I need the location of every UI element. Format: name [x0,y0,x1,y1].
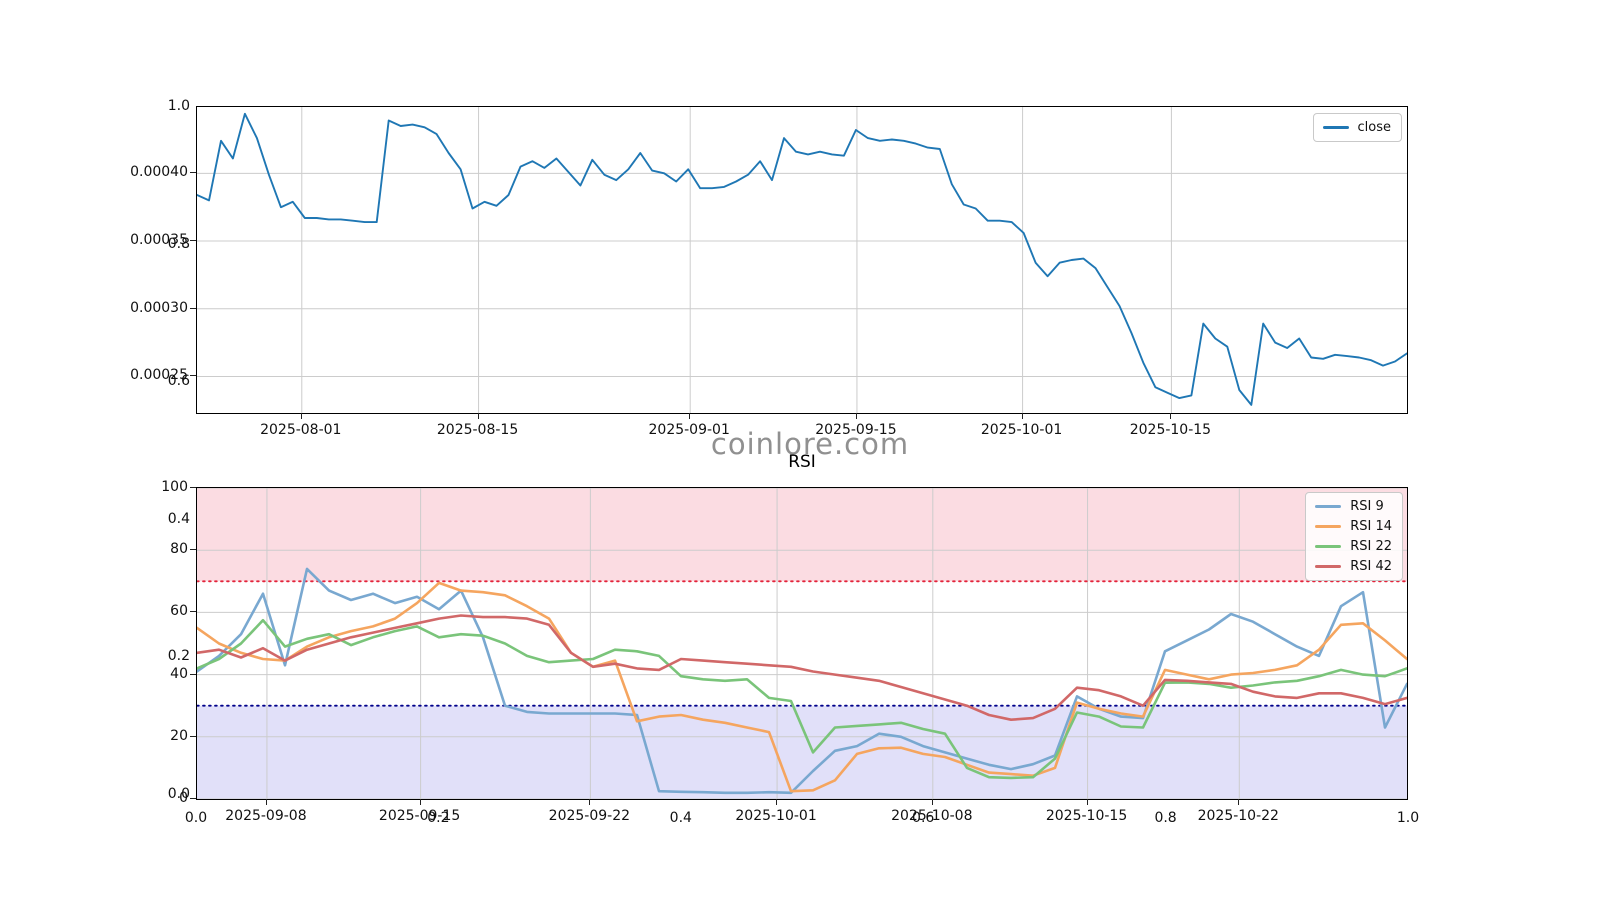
legend-line-swatch [1322,126,1349,129]
legend-item: RSI 42 [1315,559,1392,574]
y-tick-mark [190,798,196,799]
y-tick-mark [190,549,196,551]
y-tick-label: 0.00025 [130,367,188,384]
figure-y-tick-label: 0.8 [167,235,190,252]
legend-label: close [1357,120,1391,135]
rsi-legend: RSI 9 RSI 14 RSI 22 RSI 42 [1305,492,1403,581]
y-tick-mark [190,307,196,309]
x-tick-label: 2025-10-01 [980,422,1063,438]
price-chart-svg [197,107,1407,413]
y-tick-label: 80 [170,541,188,558]
x-tick-mark [1170,413,1172,419]
legend-item: RSI 22 [1315,539,1392,554]
x-tick-mark [300,413,302,419]
x-tick-mark [855,413,857,419]
x-tick-mark [477,413,479,419]
y-tick-label: 0.00040 [130,164,188,181]
figure-y-tick-label: 1.0 [167,98,190,114]
x-tick-label: 2025-10-08 [891,808,973,824]
figure-y-tick-label: 0.0 [167,785,190,802]
rsi-panel: RSI 9 RSI 14 RSI 22 RSI 42 [196,487,1408,800]
x-tick-label: 2025-10-15 [1045,808,1128,824]
y-tick-label: 0.00035 [130,232,188,249]
y-tick-mark [190,487,196,488]
legend-line-swatch [1315,545,1342,548]
x-tick-label: 2025-10-15 [1129,422,1212,438]
x-tick-mark [1021,413,1023,419]
x-tick-label: 2025-08-15 [436,422,519,438]
y-tick-label: 60 [170,603,188,620]
legend-label: RSI 22 [1350,539,1392,554]
x-tick-label: 2025-09-01 [648,422,730,438]
x-tick-label: 2025-10-22 [1197,808,1279,824]
legend-line-swatch [1315,565,1342,568]
x-tick-mark [265,799,267,805]
figure-x-tick-label: 0.2 [427,810,450,826]
y-tick-mark [190,240,196,242]
x-tick-label: 2025-09-08 [225,808,307,824]
figure-x-tick-label: 0.4 [669,810,692,826]
figure-y-tick-label: 0.2 [167,648,190,664]
legend-item: RSI 9 [1315,499,1392,514]
figure-y-tick-label: 0.6 [167,373,190,389]
y-tick-mark [190,375,196,377]
y-tick-mark [190,611,196,613]
legend-label: RSI 14 [1350,519,1392,534]
x-tick-label: 2025-08-01 [260,422,342,438]
x-tick-label: 2025-10-01 [735,808,817,824]
series-line-rsi-9 [197,567,1407,795]
rsi-title: RSI [788,452,816,472]
x-tick-mark [589,799,591,805]
watermark: coinlore.com [710,427,910,461]
series-line-rsi-14 [197,581,1407,793]
series-line-rsi-22 [197,618,1407,780]
y-tick-mark [190,735,196,737]
x-tick-mark [419,799,421,805]
y-tick-mark [190,172,196,174]
legend-item: RSI 14 [1315,519,1392,534]
legend-label: RSI 9 [1350,499,1384,514]
y-tick-label: 20 [170,727,188,744]
y-tick-label: 0 [179,790,188,806]
y-tick-label: 40 [170,665,188,682]
figure-x-tick-label: 0.6 [912,810,935,826]
legend-line-swatch [1315,505,1342,508]
x-tick-label: 2025-09-15 [815,422,897,438]
x-tick-mark [776,799,778,805]
y-tick-label: 0.00030 [130,299,188,316]
oversold-band [197,705,1407,799]
x-tick-mark [931,799,933,805]
legend-item: close [1322,120,1391,135]
rsi-chart-svg [197,488,1407,799]
legend-line-swatch [1315,525,1342,528]
figure-x-tick-label: 0.0 [184,810,208,826]
x-tick-mark [689,413,691,419]
series-line-rsi-42 [197,614,1407,721]
price-panel: close [196,106,1408,414]
y-tick-mark [190,673,196,675]
figure-y-tick-label: 0.4 [167,510,190,527]
legend-label: RSI 42 [1350,559,1392,574]
x-tick-label: 2025-09-15 [378,808,461,824]
x-tick-mark [1238,799,1240,805]
x-tick-label: 2025-09-22 [548,808,631,824]
price-legend: close [1312,113,1402,142]
figure-x-tick-label: 1.0 [1396,810,1420,826]
y-tick-label: 100 [161,479,188,495]
overbought-band [197,488,1407,582]
series-line-close [197,112,1407,406]
x-tick-mark [1086,799,1088,805]
figure-x-tick-label: 0.8 [1154,810,1177,826]
